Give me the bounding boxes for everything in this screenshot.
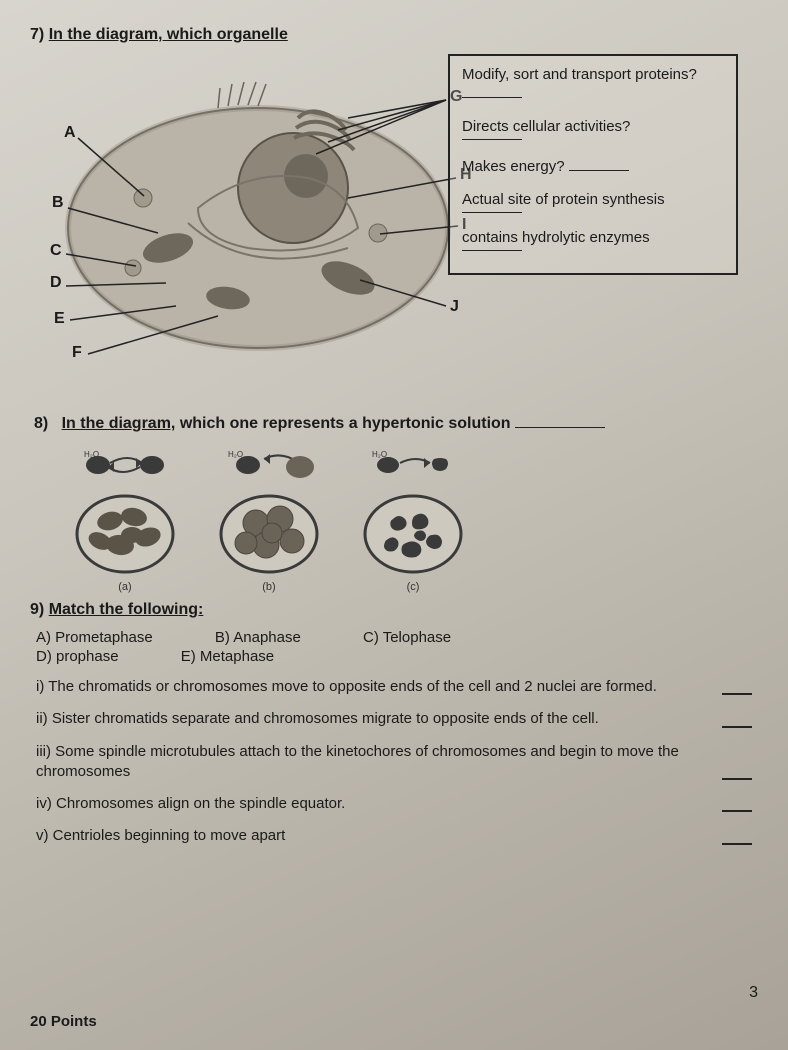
q7-header: 7) In the diagram, which organelle [30,26,758,44]
q9-number: 9) [30,601,44,618]
q9-item-1-blank[interactable] [722,693,752,695]
q9-item-5-text: v) Centrioles beginning to move apart [36,827,285,844]
q9-item-4-text: iv) Chromosomes align on the spindle equ… [36,795,345,812]
dish-a-svg: H₂O [70,449,180,579]
org-q-3-text: Makes energy? [462,158,565,175]
cell-label-b: B [52,194,64,212]
page-number: 3 [749,984,758,1002]
q9-opt-a: A) Prometaphase [36,629,153,646]
question-8: 8) In the diagram, which one represents … [30,412,758,593]
q9-item-4: iv) Chromosomes align on the spindle equ… [36,794,752,814]
cell-label-j: J [450,298,459,316]
cell-label-c: C [50,242,62,260]
dish-b: H₂O (b) [214,449,324,593]
org-q-5-text: contains hydrolytic enzymes [462,229,650,246]
q9-opt-c: C) Telophase [363,629,451,646]
org-q-1: Modify, sort and transport proteins? [462,66,724,102]
q9-item-2: ii) Sister chromatids separate and chrom… [36,709,752,729]
cell-svg [48,58,468,368]
org-q-1-blank[interactable] [462,83,522,98]
org-q-5-blank[interactable] [462,250,522,251]
org-q-4: Actual site of protein synthesis [462,191,724,213]
q9-item-4-blank[interactable] [722,810,752,812]
q9-item-5-blank[interactable] [722,843,752,845]
org-q-2-blank[interactable] [462,139,522,140]
q8-title-rest: which one represents a hypertonic soluti… [180,415,511,432]
svg-text:H₂O: H₂O [372,450,387,459]
org-q-3: Makes energy? [462,156,724,175]
q9-title: Match the following: [49,601,204,618]
q9-opt-e: E) Metaphase [181,648,274,665]
q9-header: 9) Match the following: [30,601,758,619]
q9-opt-b-label: Anaphase [233,629,301,646]
org-q-3-blank[interactable] [569,156,629,171]
footer: 20 Points [30,1013,758,1030]
cell-diagram: A B C D E F G H I J [48,58,468,368]
q9-opt-b: B) Anaphase [215,629,301,646]
q9-item-3: iii) Some spindle microtubules attach to… [36,742,752,783]
org-q-4-blank[interactable] [462,212,522,213]
q9-item-1-text: i) The chromatids or chromosomes move to… [36,678,657,695]
organelle-question-box: Modify, sort and transport proteins? Dir… [448,54,738,275]
q8-number: 8) [34,415,48,432]
dish-row: H₂O (a) [70,449,758,593]
dish-a-caption: (a) [118,581,131,593]
cell-label-d: D [50,274,62,292]
dish-c-caption: (c) [407,581,420,593]
dish-c-svg: H₂O [358,449,468,579]
q7-number: 7) [30,26,44,43]
org-q-2: Directs cellular activities? [462,118,724,140]
q9-item-2-text: ii) Sister chromatids separate and chrom… [36,710,599,727]
q9-item-1: i) The chromatids or chromosomes move to… [36,677,752,697]
cell-label-e: E [54,310,65,328]
org-q-5: contains hydrolytic enzymes [462,229,724,251]
question-7: 7) In the diagram, which organelle [30,26,758,406]
q9-item-3-text: iii) Some spindle microtubules attach to… [36,743,679,780]
org-q-1-text: Modify, sort and transport proteins? [462,66,697,83]
dish-c: H₂O (c) [358,449,468,593]
org-q-2-text: Directs cellular activities? [462,118,630,135]
svg-text:H₂O: H₂O [228,450,243,459]
org-q-4-text: Actual site of protein synthesis [462,191,665,208]
q9-item-5: v) Centrioles beginning to move apart [36,826,752,846]
q8-title-prefix: In the diagram, [62,415,176,432]
q9-opt-a-label: Prometaphase [55,629,153,646]
q8-blank[interactable] [515,412,605,428]
q9-item-3-blank[interactable] [722,778,752,780]
cell-label-a: A [64,124,76,142]
q9-opt-d: D) prophase [36,648,119,665]
q9-item-2-blank[interactable] [722,726,752,728]
points-label: 20 Points [30,1013,97,1030]
svg-text:H₂O: H₂O [84,450,99,459]
dish-a: H₂O (a) [70,449,180,593]
q9-options: A) Prometaphase B) Anaphase C) Telophase… [36,629,758,665]
cell-label-f: F [72,344,82,362]
dish-b-svg: H₂O [214,449,324,579]
q7-title: In the diagram, which organelle [49,26,288,43]
q9-opt-c-label: Telophase [383,629,451,646]
q8-header: 8) In the diagram, which one represents … [34,412,758,433]
q9-opt-d-label: prophase [56,648,119,665]
question-9: 9) Match the following: A) Prometaphase … [30,601,758,847]
dish-b-caption: (b) [262,581,275,593]
q9-opt-e-label: Metaphase [200,648,274,665]
